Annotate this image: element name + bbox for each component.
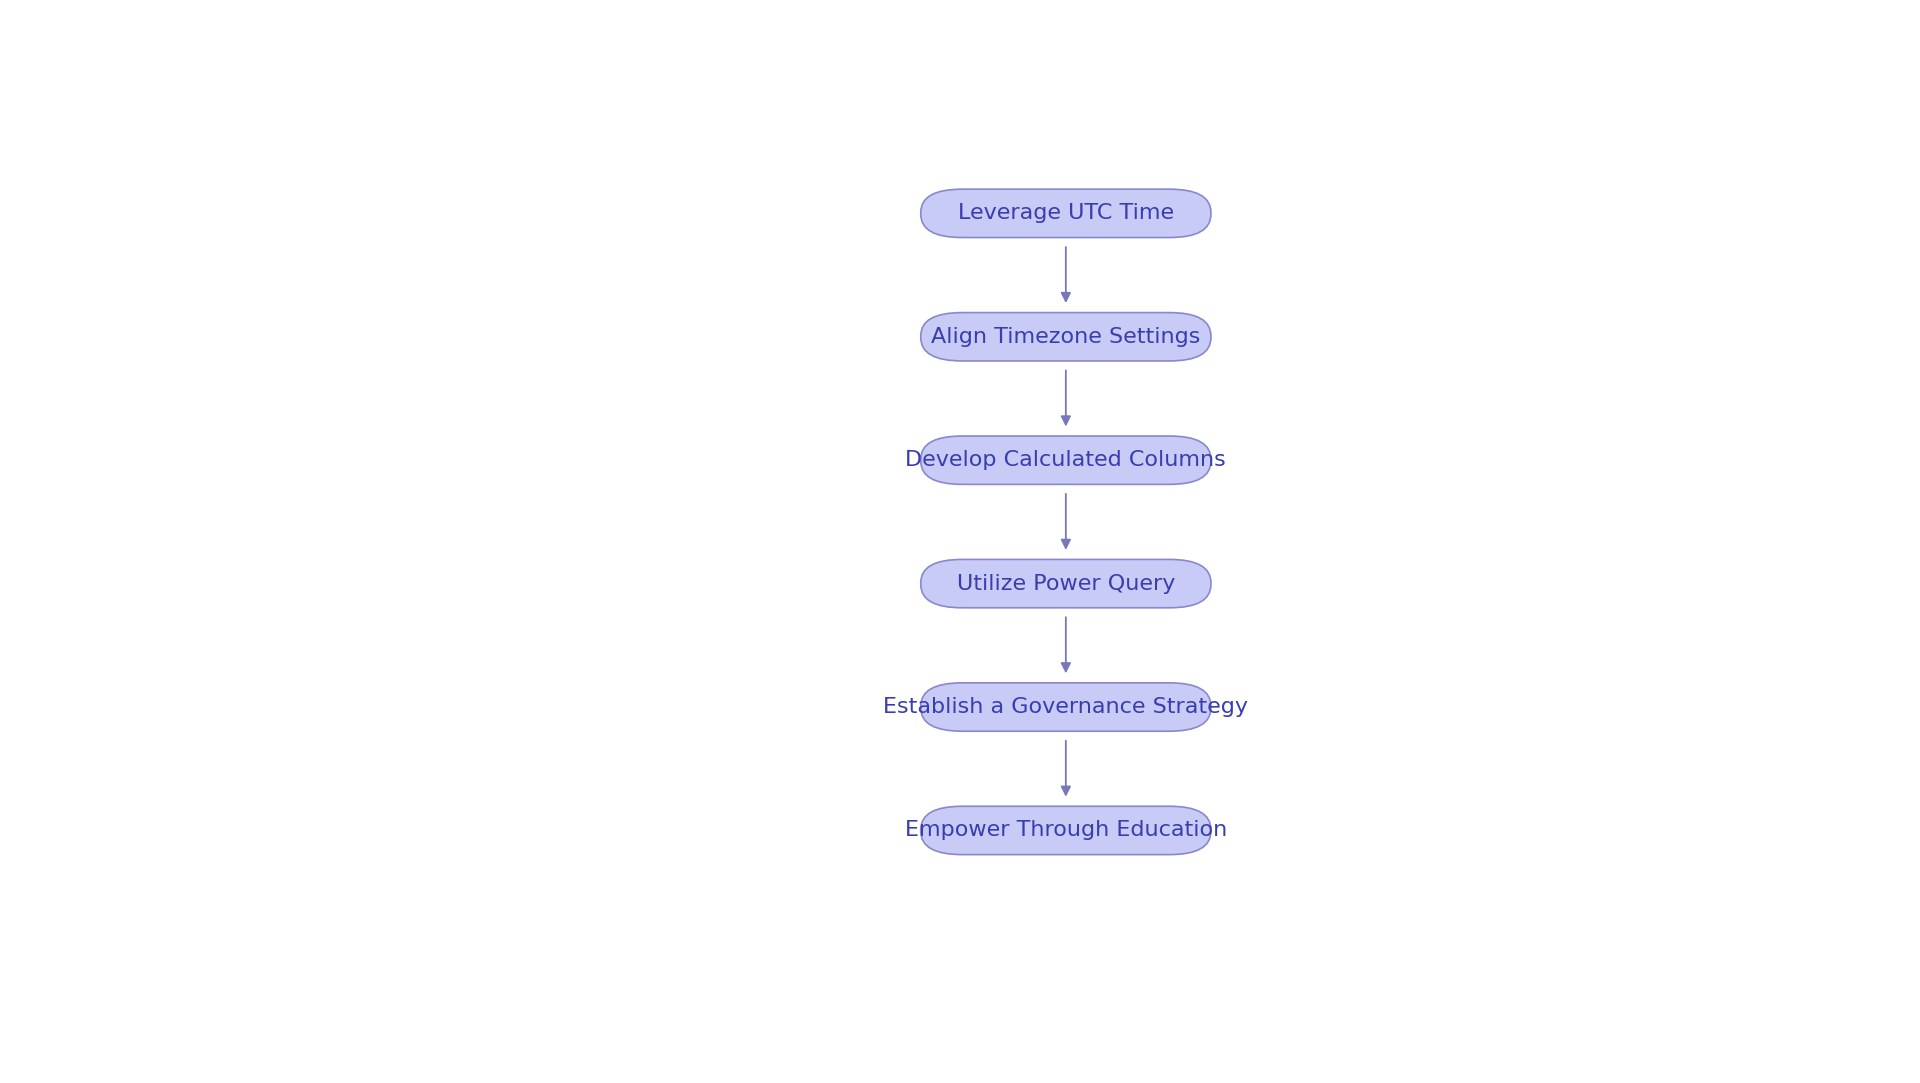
FancyBboxPatch shape (922, 560, 1212, 608)
Text: Align Timezone Settings: Align Timezone Settings (931, 327, 1200, 347)
FancyBboxPatch shape (922, 806, 1212, 854)
FancyBboxPatch shape (922, 436, 1212, 484)
Text: Leverage UTC Time: Leverage UTC Time (958, 204, 1173, 223)
FancyBboxPatch shape (922, 190, 1212, 237)
Text: Establish a Governance Strategy: Establish a Governance Strategy (883, 697, 1248, 717)
FancyBboxPatch shape (922, 313, 1212, 361)
Text: Develop Calculated Columns: Develop Calculated Columns (906, 451, 1227, 470)
Text: Utilize Power Query: Utilize Power Query (956, 574, 1175, 593)
Text: Empower Through Education: Empower Through Education (904, 821, 1227, 840)
FancyBboxPatch shape (922, 683, 1212, 731)
